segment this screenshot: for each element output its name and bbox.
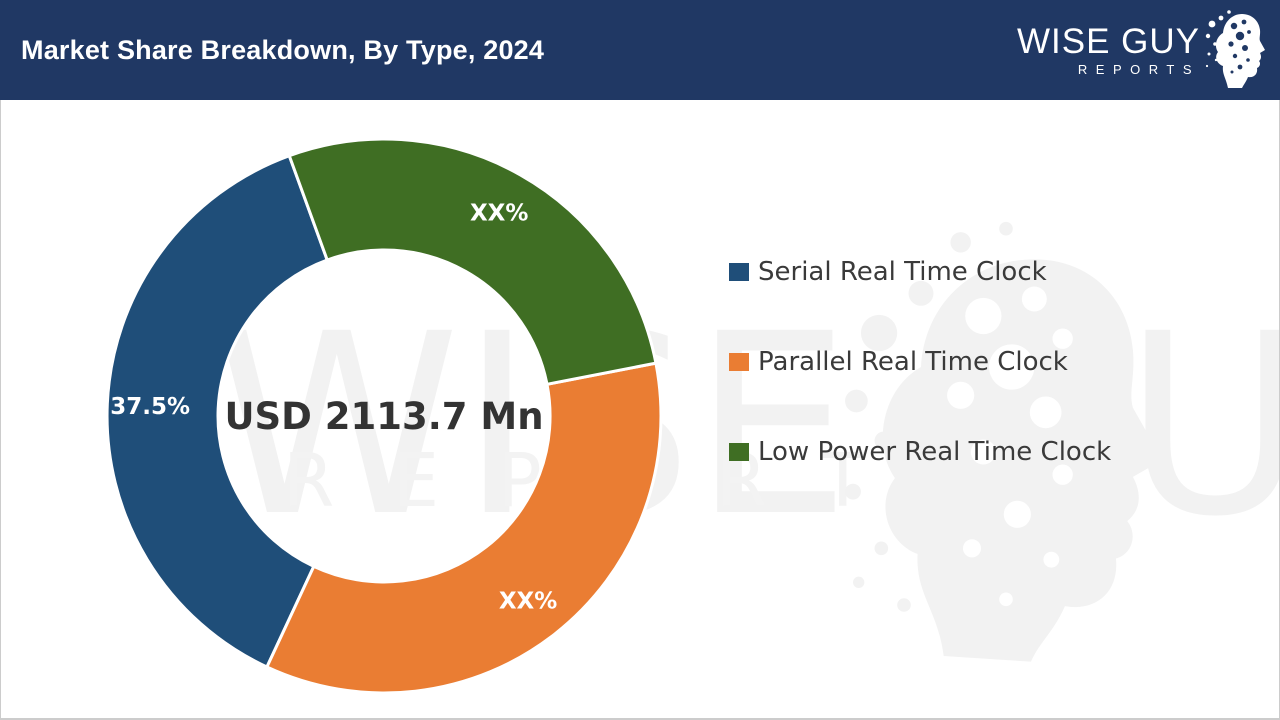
brand-logo: WISE GUY REPORTS bbox=[1017, 6, 1266, 94]
legend-item-lowpower: Low Power Real Time Clock bbox=[729, 437, 1111, 467]
donut-segments bbox=[105, 137, 663, 695]
donut-center-label: USD 2113.7 Mn bbox=[224, 395, 543, 438]
donut-chart: 37.5% XX% XX% USD 2113.7 Mn bbox=[105, 137, 663, 695]
legend-swatch-parallel bbox=[729, 353, 749, 371]
donut-segment-labels: 37.5% XX% XX% bbox=[110, 200, 557, 614]
legend-item-parallel: Parallel Real Time Clock bbox=[729, 347, 1111, 377]
legend-item-serial: Serial Real Time Clock bbox=[729, 257, 1111, 287]
donut-segment-2 bbox=[287, 137, 658, 386]
donut-segment-0 bbox=[105, 154, 329, 669]
watermark-face-icon bbox=[845, 221, 1163, 662]
segment-value-label-1: XX% bbox=[499, 588, 558, 614]
face-profile-icon bbox=[1205, 10, 1265, 88]
legend-swatch-lowpower bbox=[729, 443, 749, 461]
legend-label-serial: Serial Real Time Clock bbox=[758, 257, 1047, 287]
legend-label-parallel: Parallel Real Time Clock bbox=[758, 347, 1068, 377]
donut-segment-1 bbox=[265, 361, 663, 695]
brand-logo-text: WISE GUY REPORTS bbox=[1017, 24, 1200, 77]
header-bar: Market Share Breakdown, By Type, 2024 WI… bbox=[0, 0, 1280, 100]
brand-subname: REPORTS bbox=[1077, 61, 1200, 77]
chart-legend: Serial Real Time Clock Parallel Real Tim… bbox=[729, 257, 1111, 527]
page-title: Market Share Breakdown, By Type, 2024 bbox=[21, 34, 545, 65]
legend-swatch-serial bbox=[729, 263, 749, 281]
chart-canvas: WISE GUY REPORTS 37.5%XX%XX% USD 2113.7 … bbox=[0, 100, 1280, 720]
segment-value-label-2: XX% bbox=[470, 200, 529, 226]
legend-label-lowpower: Low Power Real Time Clock bbox=[758, 437, 1112, 467]
brand-name: WISE GUY bbox=[1016, 21, 1200, 61]
segment-value-label-0: 37.5% bbox=[110, 394, 190, 420]
